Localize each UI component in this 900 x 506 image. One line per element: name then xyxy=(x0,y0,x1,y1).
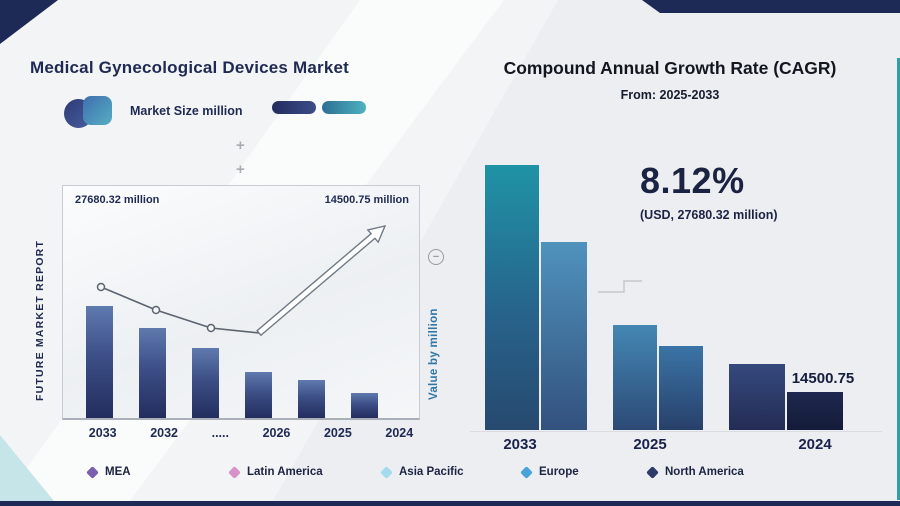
x-axis-label: 2025 xyxy=(323,426,352,440)
annotation-right-value: 14500.75 million xyxy=(324,194,409,206)
legend-label: Asia Pacific xyxy=(399,466,464,478)
legend-diamond-icon xyxy=(520,465,533,479)
legend-item-north-america: North America xyxy=(646,465,744,479)
x-axis-label: 2033 xyxy=(88,426,117,440)
value-axis-label: Value by million xyxy=(428,308,440,400)
plus-decoration-icon: + xyxy=(236,137,245,154)
x-axis-label: ..... xyxy=(211,426,229,440)
legend-item-asia-pacific: Asia Pacific xyxy=(380,465,464,479)
minus-circle-icon: − xyxy=(428,249,444,265)
legend-label: North America xyxy=(665,466,744,478)
market-size-bar xyxy=(192,348,219,418)
left-chart-title: Medical Gynecological Devices Market xyxy=(30,58,350,77)
market-size-chart: 27680.32 million 14500.75 million xyxy=(62,185,420,420)
left-chart-x-axis: 2033 2032 ..... 2026 2025 2024 xyxy=(62,426,458,440)
legend-item-europe: Europe xyxy=(520,465,579,479)
cagr-bar xyxy=(485,165,539,430)
legend-item-mea: MEA xyxy=(86,465,131,479)
cagr-x-label: 2024 xyxy=(798,436,832,453)
corner-triangle-top-left xyxy=(0,0,58,44)
market-size-bar xyxy=(351,393,378,418)
legend-label: MEA xyxy=(105,466,131,478)
bar-value-2024: 14500.75 xyxy=(791,370,855,387)
navy-pill-shape xyxy=(272,101,316,114)
cagr-bar xyxy=(729,364,785,430)
legend-item-latin-america: Latin America xyxy=(228,465,323,479)
cagr-x-label: 2033 xyxy=(503,436,537,453)
cagr-callout: 8.12% (USD, 27680.32 million) xyxy=(640,160,890,222)
left-chart-bars xyxy=(63,306,419,418)
legend-diamond-icon xyxy=(380,465,393,479)
bottom-edge-strip xyxy=(0,501,900,506)
legend-diamond-icon xyxy=(646,465,659,479)
right-bar-group-2025 xyxy=(613,325,703,430)
legend-diamond-icon xyxy=(228,465,241,479)
cagr-title: Compound Annual Growth Rate (CAGR) xyxy=(503,58,837,78)
legend-label: Europe xyxy=(539,466,579,478)
market-size-bar xyxy=(139,328,166,418)
right-edge-accent-line xyxy=(897,58,900,500)
legend-pills xyxy=(272,101,366,114)
right-bar-group-2033 xyxy=(485,165,587,430)
annotation-left-value: 27680.32 million xyxy=(75,194,160,206)
cagr-bar xyxy=(787,392,843,430)
market-size-icon xyxy=(64,96,118,130)
cagr-bar xyxy=(659,346,703,430)
legend-label: Latin America xyxy=(247,466,323,478)
corner-strip-top-right xyxy=(642,0,900,13)
teal-pill-shape xyxy=(322,101,366,114)
right-bar-group-2024 xyxy=(729,364,843,430)
trend-line-arrow xyxy=(96,225,387,337)
x-axis-label: 2026 xyxy=(262,426,291,440)
market-size-label: Market Size million xyxy=(130,104,243,118)
market-size-bar xyxy=(245,372,272,418)
cagr-x-label: 2025 xyxy=(633,436,667,453)
cagr-bar xyxy=(541,242,587,430)
plus-decoration-icon: + xyxy=(236,161,245,178)
vertical-watermark: FUTURE MARKET REPORT xyxy=(34,239,46,401)
cagr-axis-line xyxy=(470,431,882,432)
market-size-bar xyxy=(86,306,113,418)
x-axis-label: 2024 xyxy=(385,426,414,440)
icon-square-shape xyxy=(83,96,112,125)
cagr-value: 8.12% xyxy=(640,160,745,201)
cagr-subtitle: From: 2025-2033 xyxy=(620,88,720,102)
cagr-detail: (USD, 27680.32 million) xyxy=(640,208,778,222)
market-size-bar xyxy=(298,380,325,418)
cagr-bar xyxy=(613,325,657,430)
legend-diamond-icon xyxy=(86,465,99,479)
step-line-decoration xyxy=(598,280,642,293)
x-axis-label: 2032 xyxy=(150,426,179,440)
